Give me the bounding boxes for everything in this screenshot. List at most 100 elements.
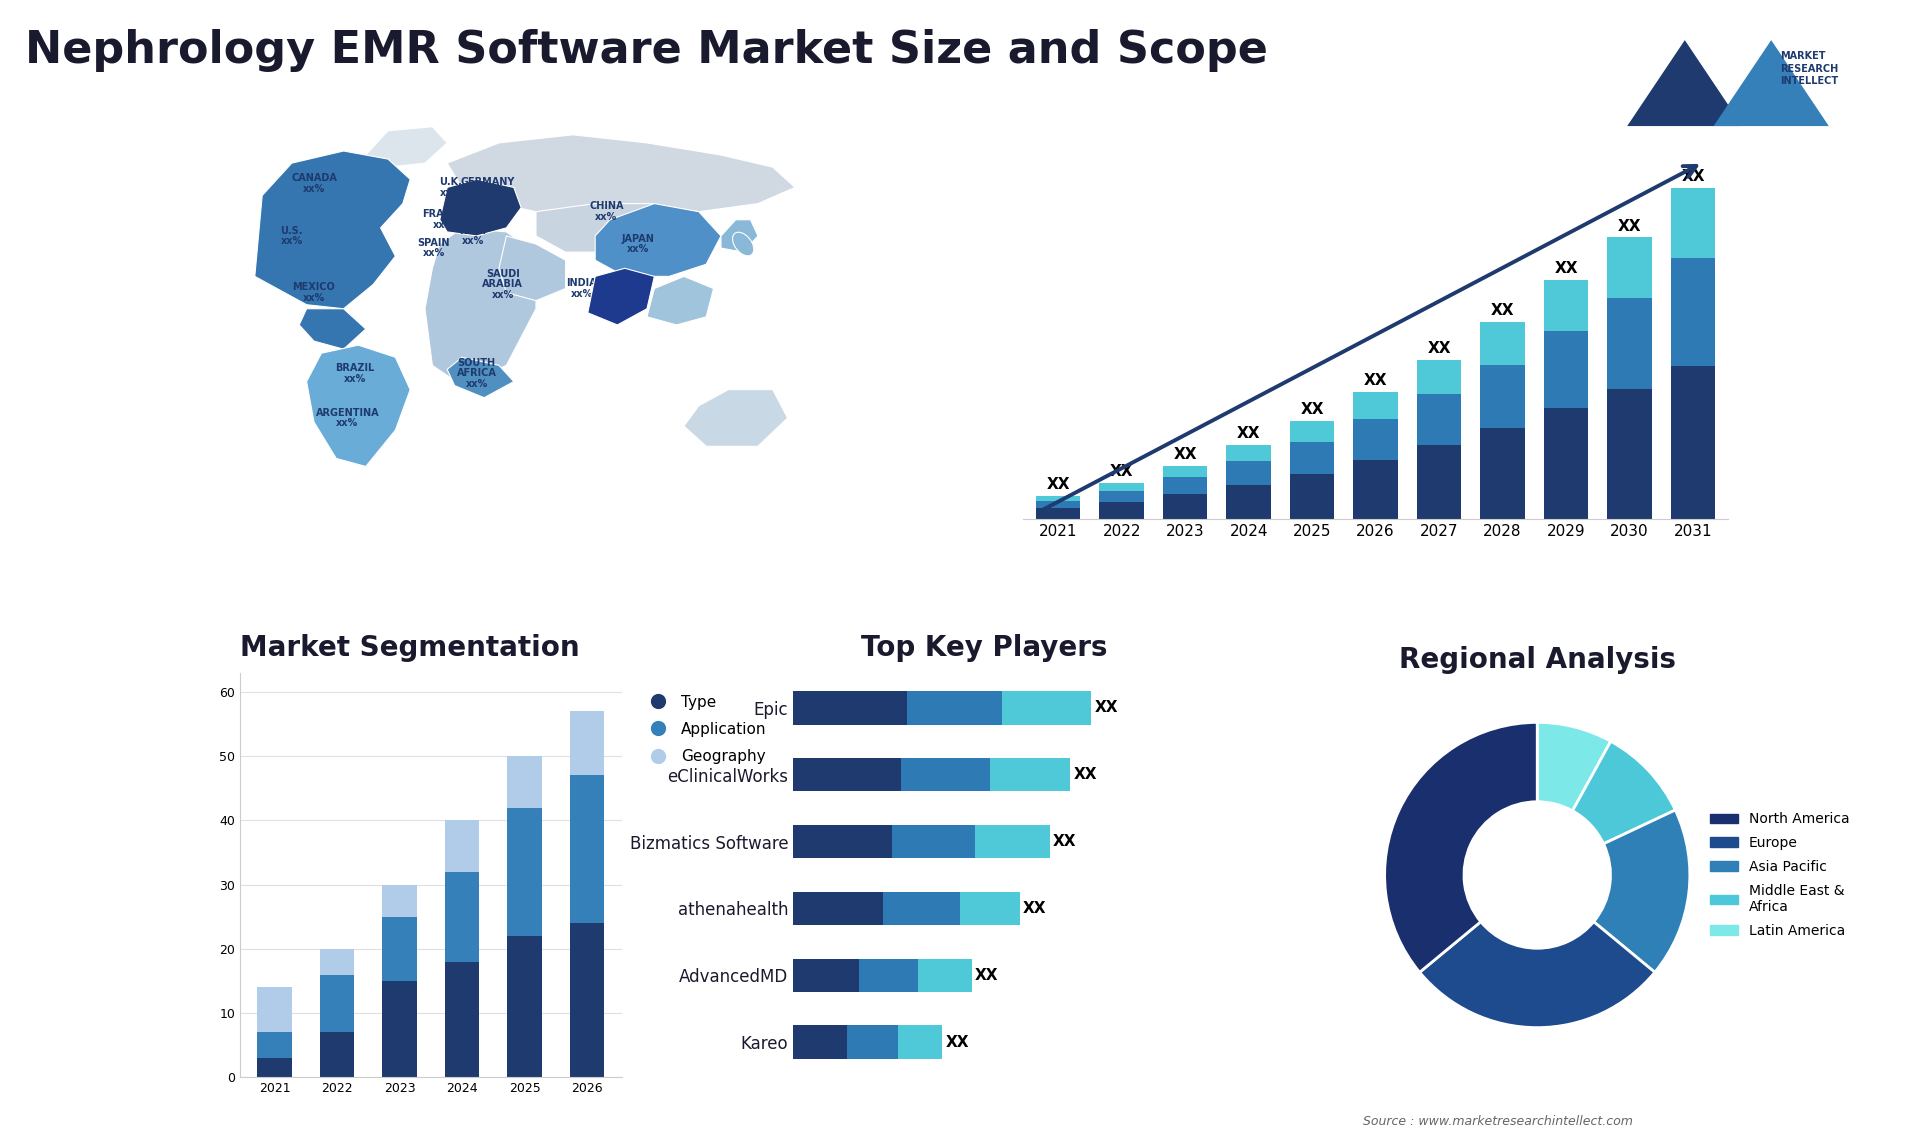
- Bar: [445, 872, 480, 961]
- Bar: [975, 825, 1050, 858]
- Bar: [1480, 429, 1524, 519]
- Bar: [507, 936, 541, 1077]
- Text: Source : www.marketresearchintellect.com: Source : www.marketresearchintellect.com: [1363, 1115, 1632, 1129]
- Bar: [918, 958, 972, 992]
- Text: XX: XX: [1427, 342, 1452, 356]
- Bar: [883, 892, 960, 925]
- Text: XX: XX: [945, 1035, 970, 1050]
- Bar: [793, 825, 891, 858]
- Bar: [1037, 501, 1081, 508]
- Text: XX: XX: [1555, 260, 1578, 275]
- Bar: [1037, 508, 1081, 519]
- Polygon shape: [499, 236, 566, 300]
- Bar: [891, 825, 975, 858]
- Text: MARKET
RESEARCH
INTELLECT: MARKET RESEARCH INTELLECT: [1780, 52, 1837, 86]
- Bar: [1607, 298, 1651, 388]
- Bar: [1670, 188, 1715, 258]
- Text: ARGENTINA
xx%: ARGENTINA xx%: [315, 408, 378, 429]
- Bar: [1100, 490, 1144, 502]
- Bar: [1354, 392, 1398, 419]
- Polygon shape: [367, 127, 447, 167]
- Polygon shape: [447, 358, 515, 398]
- Text: XX: XX: [1236, 426, 1260, 441]
- Bar: [1100, 502, 1144, 519]
- Polygon shape: [588, 268, 655, 325]
- Text: XX: XX: [1094, 700, 1117, 715]
- Bar: [1607, 237, 1651, 298]
- Bar: [382, 981, 417, 1077]
- Bar: [1417, 446, 1461, 519]
- Text: SAUDI
ARABIA
xx%: SAUDI ARABIA xx%: [482, 268, 522, 300]
- Bar: [1417, 394, 1461, 446]
- Bar: [570, 712, 605, 776]
- Title: Top Key Players: Top Key Players: [860, 634, 1108, 662]
- Text: XX: XX: [1110, 464, 1133, 479]
- Text: ITALY
xx%: ITALY xx%: [459, 226, 488, 246]
- Text: XX: XX: [975, 967, 998, 983]
- Text: JAPAN
xx%: JAPAN xx%: [622, 234, 655, 254]
- Polygon shape: [424, 228, 536, 385]
- Polygon shape: [647, 276, 714, 325]
- Bar: [570, 924, 605, 1077]
- Polygon shape: [307, 345, 411, 466]
- Wedge shape: [1419, 921, 1655, 1028]
- Text: INDIA
xx%: INDIA xx%: [566, 278, 597, 299]
- Text: Nephrology EMR Software Market Size and Scope: Nephrology EMR Software Market Size and …: [25, 29, 1267, 72]
- Legend: Type, Application, Geography: Type, Application, Geography: [637, 689, 772, 770]
- Text: XX: XX: [1682, 168, 1705, 183]
- Bar: [1670, 366, 1715, 519]
- Text: U.K.
xx%: U.K. xx%: [440, 176, 463, 198]
- Bar: [507, 756, 541, 808]
- Text: SPAIN
xx%: SPAIN xx%: [419, 237, 449, 259]
- Polygon shape: [255, 151, 411, 308]
- Text: XX: XX: [1052, 834, 1075, 849]
- Polygon shape: [595, 204, 722, 276]
- Bar: [897, 1026, 943, 1059]
- Bar: [1544, 280, 1588, 330]
- Text: XX: XX: [1490, 303, 1515, 317]
- Bar: [1480, 364, 1524, 429]
- Bar: [445, 961, 480, 1077]
- Wedge shape: [1384, 722, 1538, 972]
- Bar: [321, 1033, 353, 1077]
- Bar: [321, 974, 353, 1033]
- Bar: [445, 821, 480, 872]
- Bar: [1544, 330, 1588, 408]
- Bar: [900, 758, 991, 792]
- Bar: [507, 808, 541, 936]
- Bar: [1290, 422, 1334, 442]
- Bar: [570, 776, 605, 924]
- Text: SOUTH
AFRICA
xx%: SOUTH AFRICA xx%: [457, 358, 497, 390]
- Wedge shape: [1538, 722, 1611, 811]
- Polygon shape: [536, 204, 684, 252]
- Bar: [1002, 691, 1091, 724]
- Bar: [793, 758, 900, 792]
- Bar: [1417, 360, 1461, 394]
- Bar: [1100, 482, 1144, 490]
- Bar: [1037, 496, 1081, 501]
- Bar: [1227, 461, 1271, 485]
- Bar: [1290, 473, 1334, 519]
- Bar: [1607, 388, 1651, 519]
- Polygon shape: [447, 135, 795, 212]
- Polygon shape: [1628, 40, 1741, 126]
- Bar: [847, 1026, 897, 1059]
- Text: XX: XX: [1023, 901, 1046, 916]
- Bar: [1544, 408, 1588, 519]
- Text: CANADA
xx%: CANADA xx%: [292, 173, 336, 194]
- Text: XX: XX: [1300, 402, 1325, 417]
- Bar: [991, 758, 1071, 792]
- Bar: [793, 691, 906, 724]
- Text: XX: XX: [1173, 447, 1196, 462]
- Polygon shape: [300, 308, 367, 350]
- Bar: [1164, 494, 1208, 519]
- Bar: [257, 1033, 292, 1058]
- Bar: [1164, 477, 1208, 494]
- Text: FRANCE
xx%: FRANCE xx%: [422, 210, 465, 230]
- Bar: [1227, 485, 1271, 519]
- Text: GERMANY
xx%: GERMANY xx%: [461, 176, 515, 198]
- Bar: [1670, 258, 1715, 366]
- Bar: [960, 892, 1020, 925]
- Bar: [1227, 446, 1271, 461]
- Text: XX: XX: [1073, 767, 1096, 783]
